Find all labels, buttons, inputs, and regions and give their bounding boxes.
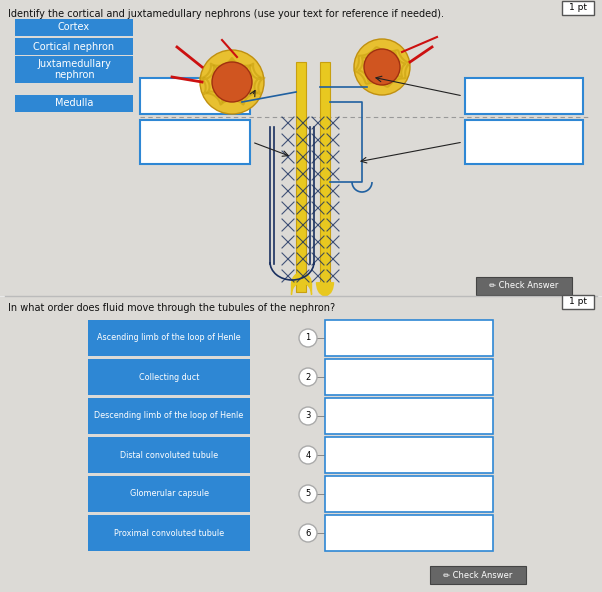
Bar — [15, 19, 133, 36]
Text: 1 pt: 1 pt — [569, 298, 587, 307]
Text: 3: 3 — [305, 411, 311, 420]
Bar — [562, 295, 594, 309]
Circle shape — [200, 50, 264, 114]
Bar — [88, 398, 250, 434]
Bar — [88, 320, 250, 356]
Bar — [430, 566, 526, 584]
Bar — [325, 437, 493, 473]
Text: 1 pt: 1 pt — [569, 4, 587, 12]
Bar — [325, 515, 493, 551]
Text: Distal convoluted tubule: Distal convoluted tubule — [120, 451, 218, 459]
Text: Ascending limb of the loop of Henle: Ascending limb of the loop of Henle — [97, 333, 241, 343]
Text: 5: 5 — [305, 490, 311, 498]
Bar — [0, 0, 602, 296]
Bar — [140, 120, 250, 164]
Text: 6: 6 — [305, 529, 311, 538]
Circle shape — [299, 368, 317, 386]
Text: Cortex: Cortex — [58, 22, 90, 33]
Text: 1: 1 — [305, 333, 311, 343]
Circle shape — [299, 407, 317, 425]
Bar — [88, 476, 250, 512]
Bar — [88, 515, 250, 551]
Bar — [476, 277, 572, 295]
Bar — [465, 78, 583, 114]
Circle shape — [212, 62, 252, 102]
Bar — [88, 437, 250, 473]
Circle shape — [299, 329, 317, 347]
Text: 4: 4 — [305, 451, 311, 459]
Circle shape — [299, 524, 317, 542]
Bar — [325, 320, 493, 356]
Text: In what order does fluid move through the tubules of the nephron?: In what order does fluid move through th… — [8, 303, 335, 313]
Bar — [465, 120, 583, 164]
Circle shape — [364, 49, 400, 85]
Text: ✏ Check Answer: ✏ Check Answer — [443, 571, 513, 580]
Bar — [88, 359, 250, 395]
Text: Proximal convoluted tubule: Proximal convoluted tubule — [114, 529, 224, 538]
Text: Cortical nephron: Cortical nephron — [34, 41, 114, 52]
Bar — [15, 95, 133, 112]
Text: Juxtamedullary
nephron: Juxtamedullary nephron — [37, 59, 111, 81]
Bar — [0, 297, 602, 592]
Text: Descending limb of the loop of Henle: Descending limb of the loop of Henle — [95, 411, 244, 420]
Bar — [15, 56, 133, 83]
Bar — [562, 1, 594, 15]
Text: Collecting duct: Collecting duct — [139, 372, 199, 381]
Bar — [320, 62, 330, 292]
Bar — [325, 476, 493, 512]
Bar — [15, 38, 133, 55]
Bar — [140, 78, 250, 114]
Text: Glomerular capsule: Glomerular capsule — [129, 490, 208, 498]
Text: 2: 2 — [305, 372, 311, 381]
Circle shape — [354, 39, 410, 95]
Bar — [325, 359, 493, 395]
Bar — [325, 398, 493, 434]
Circle shape — [299, 485, 317, 503]
Text: ✏ Check Answer: ✏ Check Answer — [489, 282, 559, 291]
Text: Medulla: Medulla — [55, 98, 93, 108]
Bar — [296, 62, 306, 292]
Text: Identify the cortical and juxtamedullary nephrons (use your text for reference i: Identify the cortical and juxtamedullary… — [8, 9, 444, 19]
Circle shape — [299, 446, 317, 464]
